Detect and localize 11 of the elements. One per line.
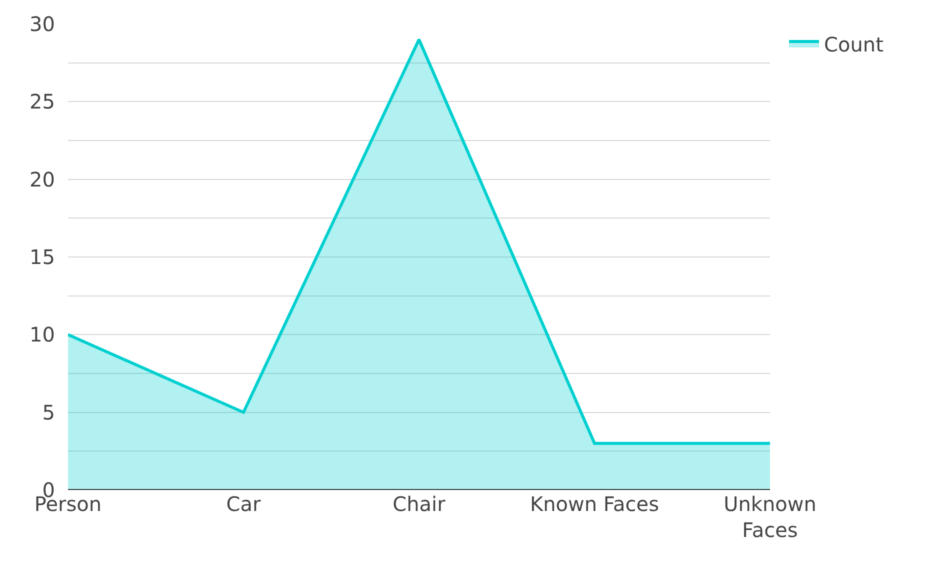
legend-label: Count [824,32,884,56]
x-tick-label: Unknown Faces [724,492,816,542]
y-tick-label: 5 [42,400,55,424]
y-tick-label: 10 [30,322,55,347]
y-tick-label: 15 [30,245,55,269]
y-tick-label: 20 [30,167,55,192]
y-tick-label: 30 [30,12,55,36]
x-tick-label: Chair [392,492,446,516]
x-tick-label: Car [226,492,262,516]
x-tick-label: Known Faces [530,492,660,516]
y-tick-label: 25 [30,90,55,114]
